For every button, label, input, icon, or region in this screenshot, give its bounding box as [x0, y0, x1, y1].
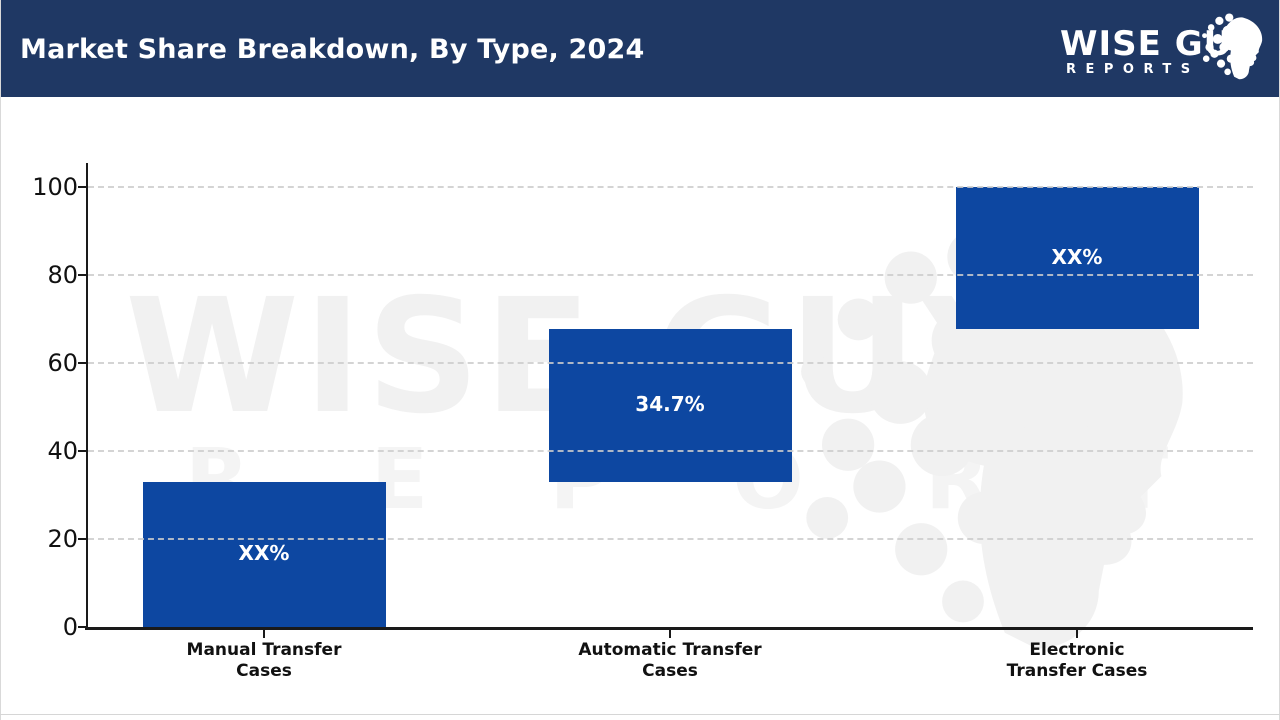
x-tick-label-line: Electronic [1029, 640, 1125, 660]
y-axis [86, 163, 88, 629]
logo-subtitle: REPORTS [1066, 62, 1200, 77]
y-tick-mark [78, 538, 87, 540]
gridline-100 [88, 186, 1253, 188]
y-tick-mark [78, 186, 87, 188]
y-tick-mark [78, 362, 87, 364]
wiseguy-logo: WISE GUY REPORTS [1016, 0, 1266, 97]
x-tick-mark [263, 630, 265, 638]
x-tick-label-line: Transfer Cases [1006, 661, 1148, 681]
y-tick-mark [78, 626, 87, 628]
wiseguy-head-icon [1202, 13, 1263, 80]
x-tick-mark [669, 630, 671, 638]
bottom-divider-line [0, 714, 1280, 715]
x-tick-label-line: Manual Transfer [186, 640, 342, 660]
y-tick-mark [78, 274, 87, 276]
bar-value-label: 34.7% [635, 392, 705, 417]
x-tick-label: Manual Transfer Cases [124, 640, 404, 682]
x-tick-label-line: Automatic Transfer [578, 640, 762, 660]
x-tick-mark [1076, 630, 1078, 638]
y-tick-label: 60 [47, 349, 78, 377]
gridline-60 [88, 362, 1253, 364]
x-tick-label-line: Cases [236, 661, 292, 681]
y-tick-label: 0 [62, 613, 78, 641]
y-tick-mark [78, 450, 87, 452]
gridline-80 [88, 274, 1253, 276]
gridline-20 [88, 538, 1253, 540]
y-tick-label: 80 [47, 261, 78, 289]
y-tick-label: 100 [32, 173, 78, 201]
bar-value-label: XX% [1051, 245, 1103, 270]
y-tick-label: 40 [47, 437, 78, 465]
chart-title: Market Share Breakdown, By Type, 2024 [20, 34, 645, 65]
y-tick-label: 20 [47, 525, 78, 553]
header-bar: Market Share Breakdown, By Type, 2024 WI… [0, 0, 1280, 97]
x-tick-label: Electronic Transfer Cases [937, 640, 1217, 682]
bar-manual-transfer-cases [142, 481, 386, 627]
bar-automatic-transfer-cases [548, 329, 792, 482]
x-axis [85, 627, 1253, 630]
x-tick-label: Automatic Transfer Cases [530, 640, 810, 682]
x-tick-label-line: Cases [642, 661, 698, 681]
bar-value-label: XX% [238, 541, 290, 566]
gridline-40 [88, 450, 1253, 452]
